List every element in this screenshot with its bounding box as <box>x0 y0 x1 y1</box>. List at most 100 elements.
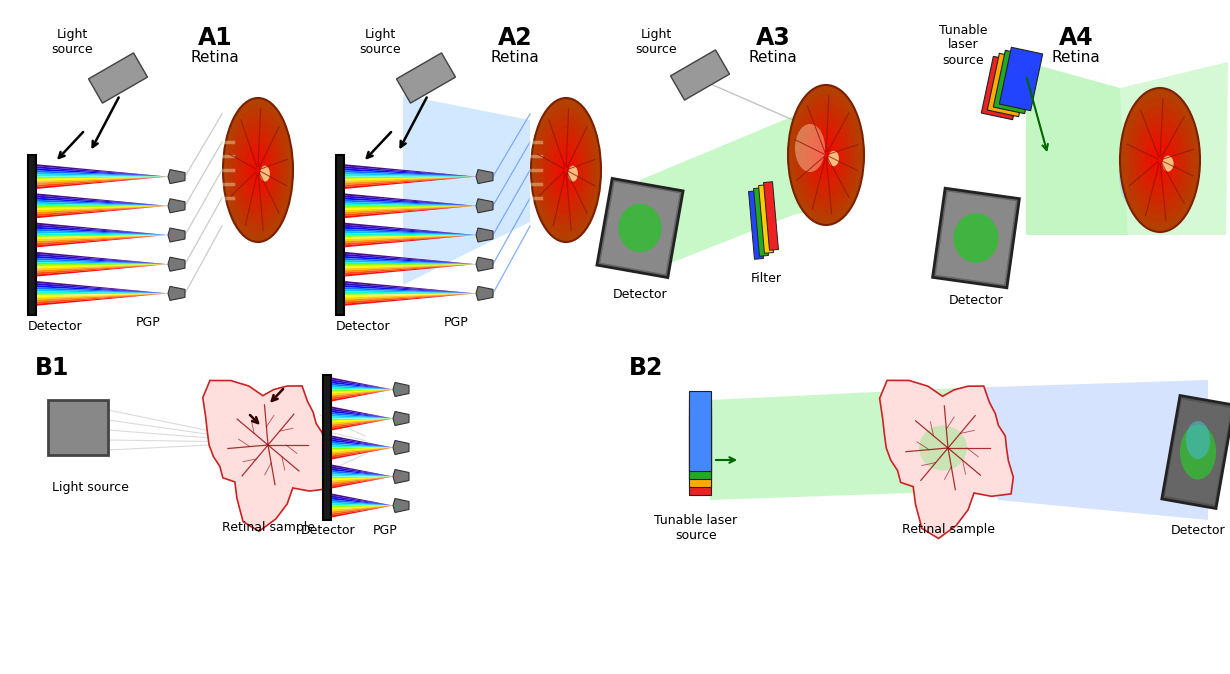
Ellipse shape <box>223 98 293 242</box>
Ellipse shape <box>1155 151 1165 169</box>
Polygon shape <box>344 235 476 243</box>
Polygon shape <box>344 264 476 274</box>
Polygon shape <box>28 155 36 315</box>
Polygon shape <box>344 287 476 293</box>
Polygon shape <box>330 477 394 479</box>
Polygon shape <box>344 285 476 293</box>
Polygon shape <box>36 177 169 183</box>
Polygon shape <box>344 206 476 216</box>
Polygon shape <box>344 228 476 235</box>
Polygon shape <box>670 50 729 100</box>
Text: Light source: Light source <box>52 481 128 495</box>
Polygon shape <box>330 468 394 477</box>
Polygon shape <box>36 197 169 206</box>
Polygon shape <box>394 499 410 512</box>
Polygon shape <box>344 264 476 266</box>
Text: Tunable laser
source: Tunable laser source <box>654 514 738 542</box>
Polygon shape <box>344 235 476 247</box>
Polygon shape <box>36 235 169 241</box>
Text: Retina: Retina <box>491 49 540 65</box>
Polygon shape <box>344 293 476 306</box>
Polygon shape <box>344 195 476 206</box>
Polygon shape <box>344 177 476 183</box>
Polygon shape <box>36 168 169 177</box>
Polygon shape <box>36 204 169 206</box>
Ellipse shape <box>228 107 289 233</box>
Polygon shape <box>759 185 774 253</box>
Polygon shape <box>330 419 394 421</box>
Polygon shape <box>36 175 169 177</box>
Text: Light
source: Light source <box>359 28 401 56</box>
Polygon shape <box>344 233 476 235</box>
Polygon shape <box>344 252 476 264</box>
Polygon shape <box>36 206 169 214</box>
Ellipse shape <box>1121 88 1200 232</box>
Ellipse shape <box>802 111 850 199</box>
Ellipse shape <box>812 129 840 181</box>
Polygon shape <box>689 399 711 479</box>
Polygon shape <box>344 293 476 295</box>
Polygon shape <box>36 206 169 210</box>
Polygon shape <box>476 257 493 271</box>
Text: Retinal sample: Retinal sample <box>221 522 315 534</box>
Polygon shape <box>36 293 169 300</box>
Polygon shape <box>749 191 764 259</box>
Polygon shape <box>344 202 476 206</box>
Polygon shape <box>330 506 394 508</box>
Polygon shape <box>36 226 169 235</box>
Polygon shape <box>36 289 169 293</box>
Polygon shape <box>36 173 169 177</box>
Polygon shape <box>344 264 476 276</box>
Polygon shape <box>403 95 530 285</box>
Polygon shape <box>344 254 476 264</box>
Polygon shape <box>330 477 394 487</box>
Polygon shape <box>344 264 476 268</box>
Polygon shape <box>330 448 394 454</box>
Polygon shape <box>330 474 394 477</box>
Polygon shape <box>344 206 476 208</box>
Polygon shape <box>330 477 394 483</box>
Polygon shape <box>36 235 169 247</box>
Polygon shape <box>689 407 711 487</box>
Polygon shape <box>344 260 476 264</box>
Polygon shape <box>330 410 394 419</box>
Polygon shape <box>344 226 476 235</box>
Polygon shape <box>344 175 476 177</box>
Ellipse shape <box>241 134 276 206</box>
Polygon shape <box>344 262 476 264</box>
Polygon shape <box>344 168 476 177</box>
Polygon shape <box>344 177 476 181</box>
Polygon shape <box>36 283 169 293</box>
Polygon shape <box>344 171 476 177</box>
Polygon shape <box>330 472 394 477</box>
Polygon shape <box>330 448 394 456</box>
Ellipse shape <box>1140 124 1180 196</box>
Polygon shape <box>476 286 493 301</box>
Polygon shape <box>36 252 169 264</box>
Polygon shape <box>330 419 394 431</box>
Polygon shape <box>36 224 169 235</box>
Polygon shape <box>344 200 476 206</box>
Polygon shape <box>330 477 394 481</box>
Polygon shape <box>344 177 476 189</box>
Polygon shape <box>330 466 394 477</box>
Polygon shape <box>397 54 454 102</box>
Polygon shape <box>344 293 476 304</box>
Polygon shape <box>1162 396 1230 508</box>
Polygon shape <box>640 115 815 275</box>
Ellipse shape <box>807 120 845 190</box>
Polygon shape <box>89 53 148 103</box>
Polygon shape <box>330 384 394 390</box>
Polygon shape <box>476 228 493 242</box>
Polygon shape <box>36 177 169 179</box>
Polygon shape <box>36 233 169 235</box>
Ellipse shape <box>231 116 284 224</box>
Polygon shape <box>344 293 476 297</box>
Polygon shape <box>394 412 410 425</box>
Ellipse shape <box>544 125 588 215</box>
Polygon shape <box>344 206 476 214</box>
Polygon shape <box>344 173 476 177</box>
Polygon shape <box>344 177 476 187</box>
Ellipse shape <box>817 137 835 173</box>
Ellipse shape <box>245 143 271 197</box>
